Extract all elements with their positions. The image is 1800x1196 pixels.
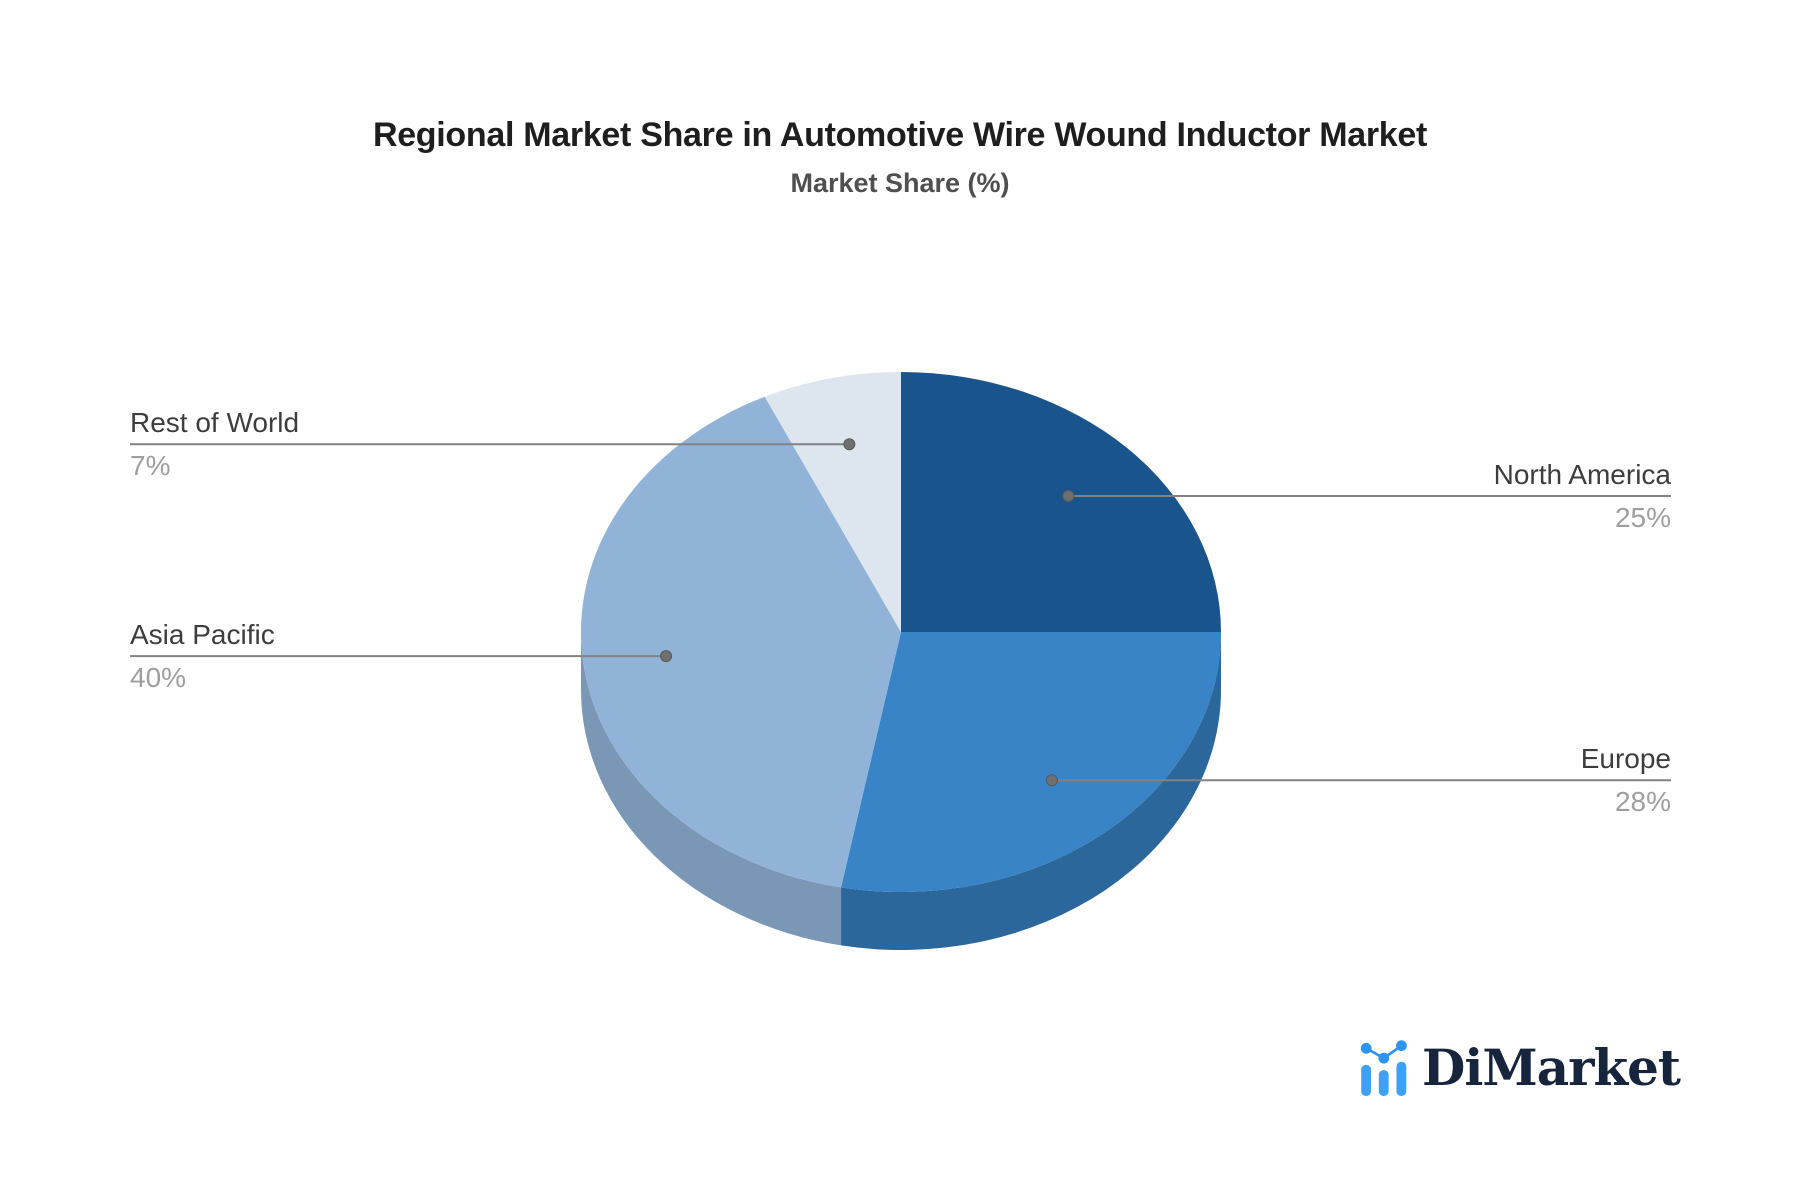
slice-label-north-america: North America — [1493, 459, 1671, 490]
pie-slice-asia-pacific[interactable] — [580, 396, 901, 888]
leader-dot-north-america — [1062, 489, 1075, 502]
pie-slice-north-america[interactable] — [901, 372, 1221, 632]
slice-pct-rest-of-world: 7% — [130, 450, 171, 481]
slice-label-europe: Europe — [1580, 743, 1671, 774]
pie-slice-rest-of-world[interactable] — [764, 372, 901, 632]
leader-dot-rest-of-world — [843, 438, 856, 451]
slice-label-asia-pacific: Asia Pacific — [130, 619, 275, 650]
bar-line-chart-icon — [1360, 1039, 1407, 1096]
brand-logo-text: DiMarket — [1422, 1038, 1681, 1097]
chart-subtitle: Market Share (%) — [790, 168, 1010, 198]
slice-pct-asia-pacific: 40% — [130, 662, 187, 693]
leader-dot-asia-pacific — [660, 650, 673, 663]
brand-logo: DiMarket — [1360, 1038, 1681, 1097]
slice-label-rest-of-world: Rest of World — [130, 407, 300, 438]
chart-title: Regional Market Share in Automotive Wire… — [372, 116, 1428, 154]
slice-pct-europe: 28% — [1614, 786, 1671, 817]
pie-slice-europe[interactable] — [841, 632, 1221, 893]
leader-dot-europe — [1045, 774, 1058, 787]
pie-rim-europe — [841, 632, 1221, 950]
pie-rim-asia-pacific — [581, 632, 842, 946]
slice-pct-north-america: 25% — [1614, 502, 1671, 533]
